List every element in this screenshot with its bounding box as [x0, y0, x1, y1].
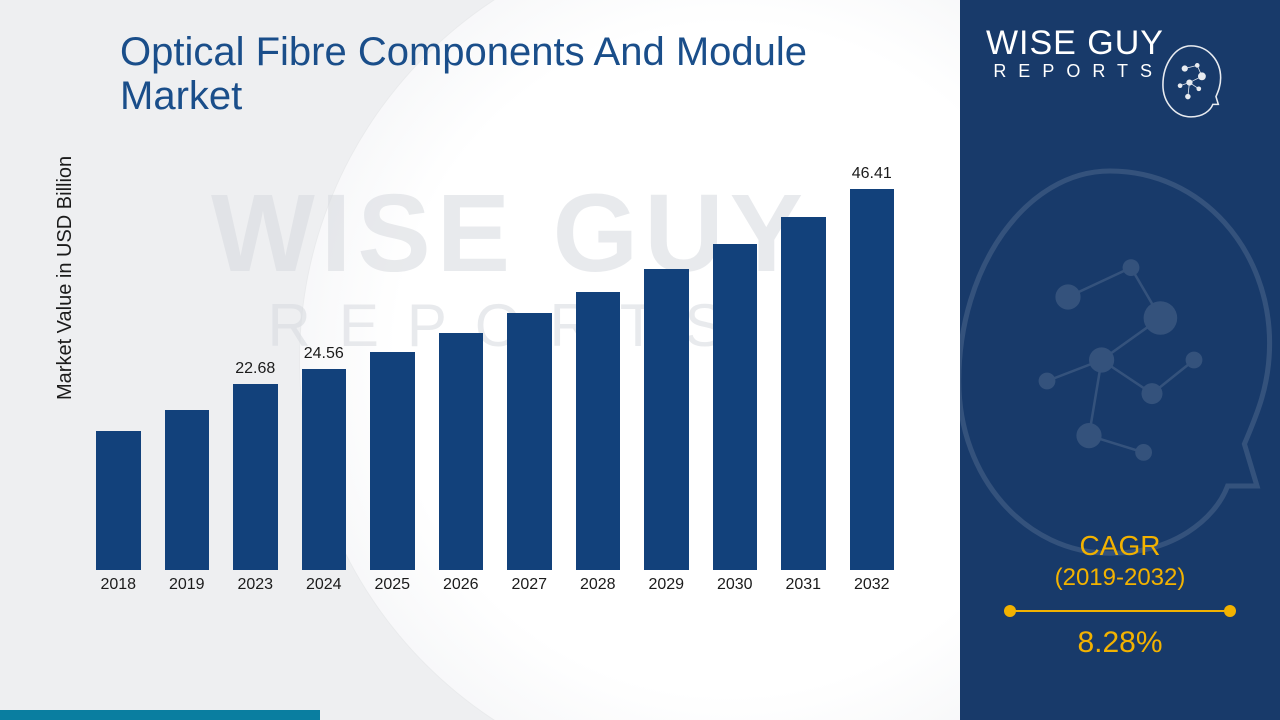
- x-axis: 2018 2019 2023 2024 2025 2026 2027 2028 2029 2030…: [90, 570, 900, 600]
- bar: [302, 369, 347, 570]
- bar-wrap: 24.56: [302, 345, 347, 570]
- bar-wrap: [96, 407, 141, 570]
- x-tick-label: 2032: [850, 570, 895, 600]
- bar: [507, 313, 552, 570]
- x-tick-label: 2031: [781, 570, 826, 600]
- bottom-accent-bar: [0, 710, 320, 720]
- panel-head-outline-icon: [900, 150, 1280, 570]
- bar-wrap: [576, 268, 621, 570]
- x-tick-label: 2030: [713, 570, 758, 600]
- chart-title: Optical Fibre Components And Module Mark…: [120, 30, 880, 118]
- x-tick-label: 2028: [576, 570, 621, 600]
- bar-wrap: [165, 386, 210, 570]
- x-tick-label: 2023: [233, 570, 278, 600]
- x-tick-label: 2027: [507, 570, 552, 600]
- bar: [576, 292, 621, 570]
- x-tick-label: 2024: [302, 570, 347, 600]
- bar: [713, 244, 758, 570]
- plot-area: 22.68 24.56 46.41: [90, 160, 900, 570]
- cagr-range: (2019-2032): [1000, 564, 1240, 592]
- bar-value-label: 22.68: [235, 360, 275, 380]
- cagr-value: 8.28%: [1000, 626, 1240, 660]
- bar-wrap: [781, 193, 826, 570]
- bar: [439, 333, 484, 570]
- logo: WISE GUY REPORTS: [986, 24, 1250, 82]
- bar-value-label: 46.41: [852, 165, 892, 185]
- bars-container: 22.68 24.56 46.41: [90, 160, 900, 570]
- bar-chart: 22.68 24.56 46.41 2018 2019 2023 2024 2025 2026…: [80, 160, 900, 600]
- bar: [96, 431, 141, 570]
- x-tick-label: 2025: [370, 570, 415, 600]
- bar-value-label: 24.56: [304, 345, 344, 365]
- bar-wrap: 46.41: [850, 165, 895, 570]
- cagr-block: CAGR (2019-2032) 8.28%: [1000, 530, 1240, 660]
- bar-wrap: [370, 328, 415, 570]
- y-axis-label: Market Value in USD Billion: [54, 156, 77, 400]
- logo-line1: WISE GUY: [986, 24, 1164, 63]
- x-tick-label: 2029: [644, 570, 689, 600]
- logo-line2: REPORTS: [986, 61, 1164, 82]
- bar-wrap: [713, 220, 758, 570]
- bar-wrap: [644, 245, 689, 570]
- bar: [165, 410, 210, 570]
- bar-wrap: 22.68: [233, 360, 278, 570]
- x-tick-label: 2019: [165, 570, 210, 600]
- x-tick-label: 2026: [439, 570, 484, 600]
- bar: [781, 217, 826, 570]
- bar: [644, 269, 689, 570]
- bar: [850, 189, 895, 570]
- cagr-title: CAGR: [1000, 530, 1240, 562]
- bar-wrap: [439, 309, 484, 570]
- x-tick-label: 2018: [96, 570, 141, 600]
- cagr-divider: [1010, 610, 1230, 612]
- bar: [370, 352, 415, 570]
- bar-wrap: [507, 289, 552, 570]
- bar: [233, 384, 278, 570]
- stage: WISE GUY REPORTS Optical Fibre Component…: [0, 0, 1280, 720]
